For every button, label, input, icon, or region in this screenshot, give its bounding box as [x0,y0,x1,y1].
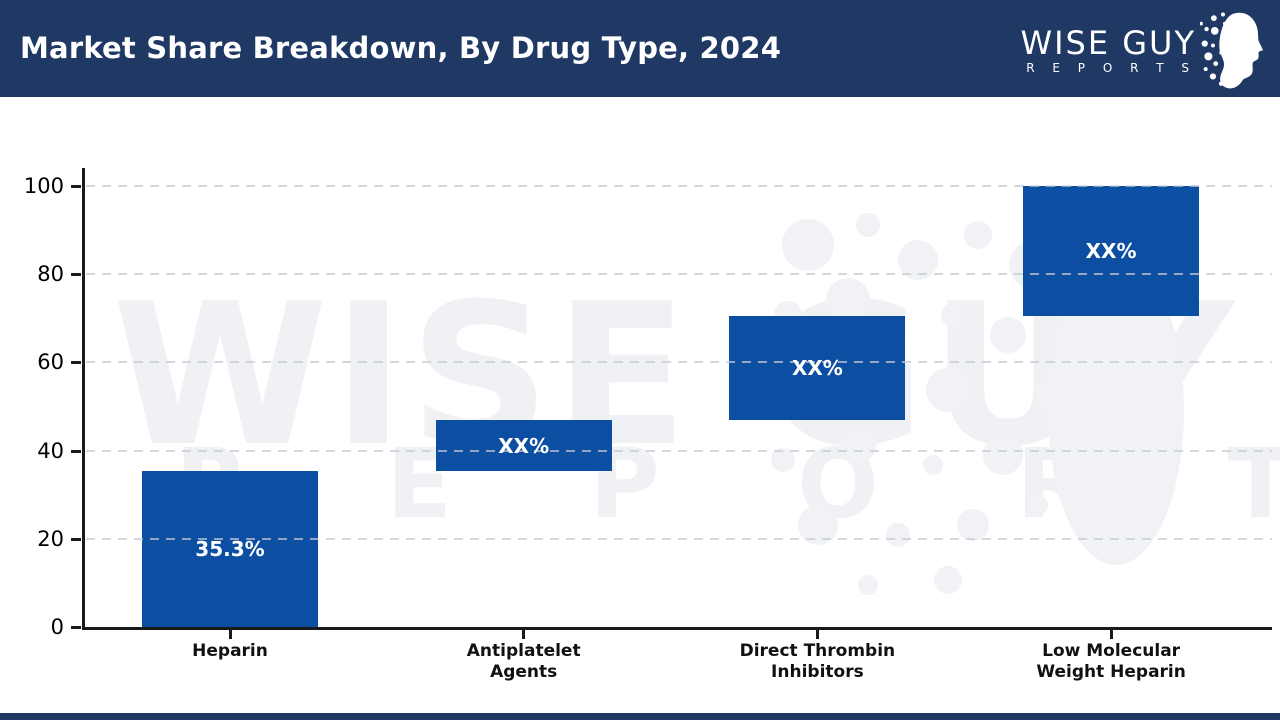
bar [1023,186,1200,317]
bar [142,471,318,627]
y-tick-label: 60 [37,350,64,375]
y-tick [71,361,81,365]
x-category-label: Direct Thrombin Inhibitors [739,641,896,683]
x-tick [1109,630,1113,639]
gridline [86,185,1272,187]
logo-subtext: R E P O R T S [1026,60,1196,75]
header-band: Market Share Breakdown, By Drug Type, 20… [0,0,1280,97]
x-category-label: Low Molecular Weight Heparin [1036,641,1186,683]
x-category-label: Antiplatelet Agents [466,641,581,683]
bar [435,419,612,472]
logo-text: WISE GUY R E P O R T S [1020,26,1196,75]
bar-value-label: XX% [1085,239,1137,264]
y-axis-spine [82,168,85,629]
y-tick-label: 100 [23,174,64,198]
y-tick [71,449,81,453]
x-tick [815,630,819,639]
chart-title: Market Share Breakdown, By Drug Type, 20… [20,31,782,65]
y-tick [71,185,81,188]
logo-head-icon [1200,12,1264,89]
y-tick-label: 20 [37,526,64,551]
gridline [86,361,1272,364]
y-tick-label: 80 [37,262,64,287]
y-tick-label: 0 [50,615,64,639]
bar-value-label: 35.3% [195,537,265,562]
x-category-label: Heparin [192,641,268,661]
x-tick [522,630,526,639]
x-tick [228,630,232,639]
y-tick [71,273,81,277]
y-tick [71,626,81,629]
x-axis-spine [82,627,1272,630]
gridline [86,537,1272,540]
logo-wordmark: WISE GUY [1020,23,1196,62]
y-tick [71,537,81,541]
bar-value-label: XX% [498,433,550,458]
footer-band [0,713,1280,720]
bar-value-label: XX% [791,355,843,380]
gridline [86,273,1272,276]
bar [729,316,906,420]
gridline [86,449,1272,452]
y-tick-label: 40 [37,438,64,463]
wise-guy-logo: WISE GUY R E P O R T S [1020,10,1266,90]
